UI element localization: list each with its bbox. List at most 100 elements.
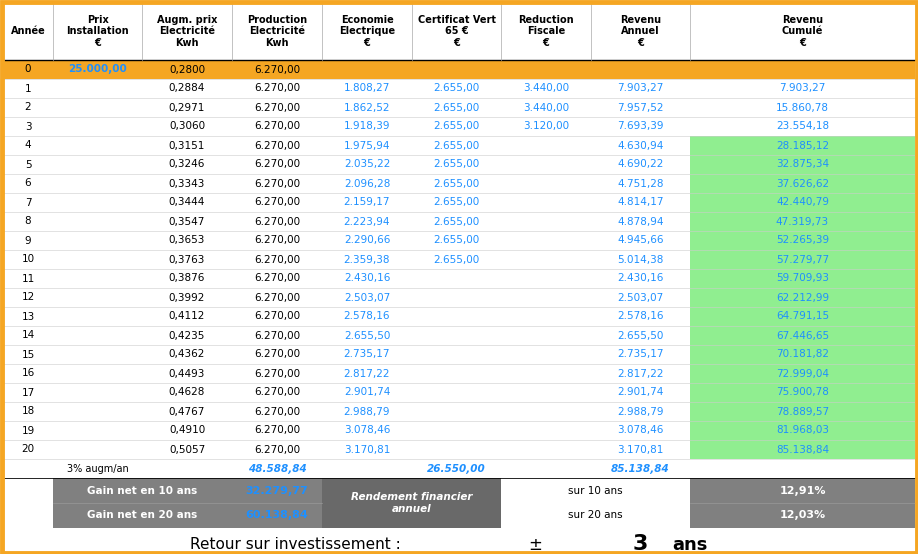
Bar [53,478,322,528]
Text: 0,3763: 0,3763 [169,254,206,264]
Bar [690,478,915,528]
Text: 4: 4 [25,141,31,151]
Bar [3,174,915,193]
Text: 19: 19 [21,425,35,435]
Text: 6.270,00: 6.270,00 [254,368,300,378]
Text: 6.270,00: 6.270,00 [254,293,300,302]
Text: sur 20 ans: sur 20 ans [568,510,622,521]
Bar [3,250,915,269]
Bar [690,440,915,459]
Text: 6.270,00: 6.270,00 [254,331,300,341]
Text: 2.901,74: 2.901,74 [617,387,664,398]
Text: 2.359,38: 2.359,38 [343,254,390,264]
Text: Revenu
Annuel
€: Revenu Annuel € [620,15,661,48]
Text: 0,3060: 0,3060 [169,121,205,131]
Text: 11: 11 [21,274,35,284]
Text: 2.503,07: 2.503,07 [344,293,390,302]
Bar [3,193,915,212]
Text: 26.550,00: 26.550,00 [427,464,486,474]
Text: 2: 2 [25,102,31,112]
Text: Reduction
Fiscale
€: Reduction Fiscale € [518,15,574,48]
Text: 0,3444: 0,3444 [169,197,206,208]
Text: 1.808,27: 1.808,27 [344,84,390,94]
Text: 4.814,17: 4.814,17 [617,197,664,208]
Bar [3,326,915,345]
Bar [690,250,915,269]
Text: 3% augm/an: 3% augm/an [67,464,129,474]
Bar [3,459,915,478]
Text: 2.655,00: 2.655,00 [433,84,479,94]
Text: 6.270,00: 6.270,00 [254,254,300,264]
Text: 12,91%: 12,91% [779,485,826,495]
Bar [690,326,915,345]
Text: 3.440,00: 3.440,00 [523,84,569,94]
Text: 0: 0 [25,64,31,74]
Text: 3.170,81: 3.170,81 [344,444,390,454]
Text: 0,4910: 0,4910 [169,425,205,435]
Text: 2.735,17: 2.735,17 [343,350,390,360]
Text: 3.078,46: 3.078,46 [617,425,664,435]
Bar [690,402,915,421]
Bar [3,364,915,383]
Text: 2.817,22: 2.817,22 [617,368,664,378]
Text: 6.270,00: 6.270,00 [254,444,300,454]
Bar [3,402,915,421]
Text: 6.270,00: 6.270,00 [254,407,300,417]
Bar [3,98,915,117]
Text: 0,3151: 0,3151 [169,141,206,151]
Text: 4.945,66: 4.945,66 [617,235,664,245]
Text: 3.120,00: 3.120,00 [523,121,569,131]
Text: 14: 14 [21,331,35,341]
Text: 0,3246: 0,3246 [169,160,206,170]
Text: 32.875,34: 32.875,34 [776,160,829,170]
Bar [3,288,915,307]
Bar [3,269,915,288]
Text: 6.270,00: 6.270,00 [254,178,300,188]
Text: 2.901,74: 2.901,74 [344,387,390,398]
Bar [690,307,915,326]
Text: 7.693,39: 7.693,39 [617,121,664,131]
Text: 2.735,17: 2.735,17 [617,350,664,360]
Text: 12,03%: 12,03% [779,510,825,521]
Text: 2.988,79: 2.988,79 [343,407,390,417]
Text: 6.270,00: 6.270,00 [254,217,300,227]
Text: 62.212,99: 62.212,99 [776,293,829,302]
Text: 0,5057: 0,5057 [169,444,205,454]
Text: 28.185,12: 28.185,12 [776,141,829,151]
Bar [3,231,915,250]
Text: 4.630,94: 4.630,94 [617,141,664,151]
Text: 17: 17 [21,387,35,398]
Text: 60.138,84: 60.138,84 [246,510,308,521]
Text: 78.889,57: 78.889,57 [776,407,829,417]
Text: 3.078,46: 3.078,46 [344,425,390,435]
Text: 6.270,00: 6.270,00 [254,64,300,74]
Text: Gain net en 10 ans: Gain net en 10 ans [87,485,197,495]
Text: 85.138,84: 85.138,84 [776,444,829,454]
Text: ans: ans [672,536,708,553]
Text: Certificat Vert
65 €
€: Certificat Vert 65 € € [418,15,496,48]
Bar [690,136,915,155]
Text: 52.265,39: 52.265,39 [776,235,829,245]
Text: 7: 7 [25,197,31,208]
Text: 0,3547: 0,3547 [169,217,206,227]
Text: 1.862,52: 1.862,52 [343,102,390,112]
Text: 2.223,94: 2.223,94 [343,217,390,227]
Text: Gain net en 20 ans: Gain net en 20 ans [87,510,197,521]
Text: 6.270,00: 6.270,00 [254,121,300,131]
Text: 2.655,00: 2.655,00 [433,141,479,151]
Text: 2.655,00: 2.655,00 [433,102,479,112]
Text: 23.554,18: 23.554,18 [776,121,829,131]
Text: 12: 12 [21,293,35,302]
Text: 3.440,00: 3.440,00 [523,102,569,112]
Text: 6.270,00: 6.270,00 [254,160,300,170]
Text: 10: 10 [21,254,35,264]
Bar [3,3,915,60]
Bar [690,383,915,402]
Text: 48.588,84: 48.588,84 [248,464,307,474]
Text: 2.578,16: 2.578,16 [617,311,664,321]
Text: 6.270,00: 6.270,00 [254,84,300,94]
Text: 1.918,39: 1.918,39 [343,121,390,131]
Text: 6.270,00: 6.270,00 [254,141,300,151]
Text: 0,4235: 0,4235 [169,331,206,341]
Text: 0,3876: 0,3876 [169,274,206,284]
